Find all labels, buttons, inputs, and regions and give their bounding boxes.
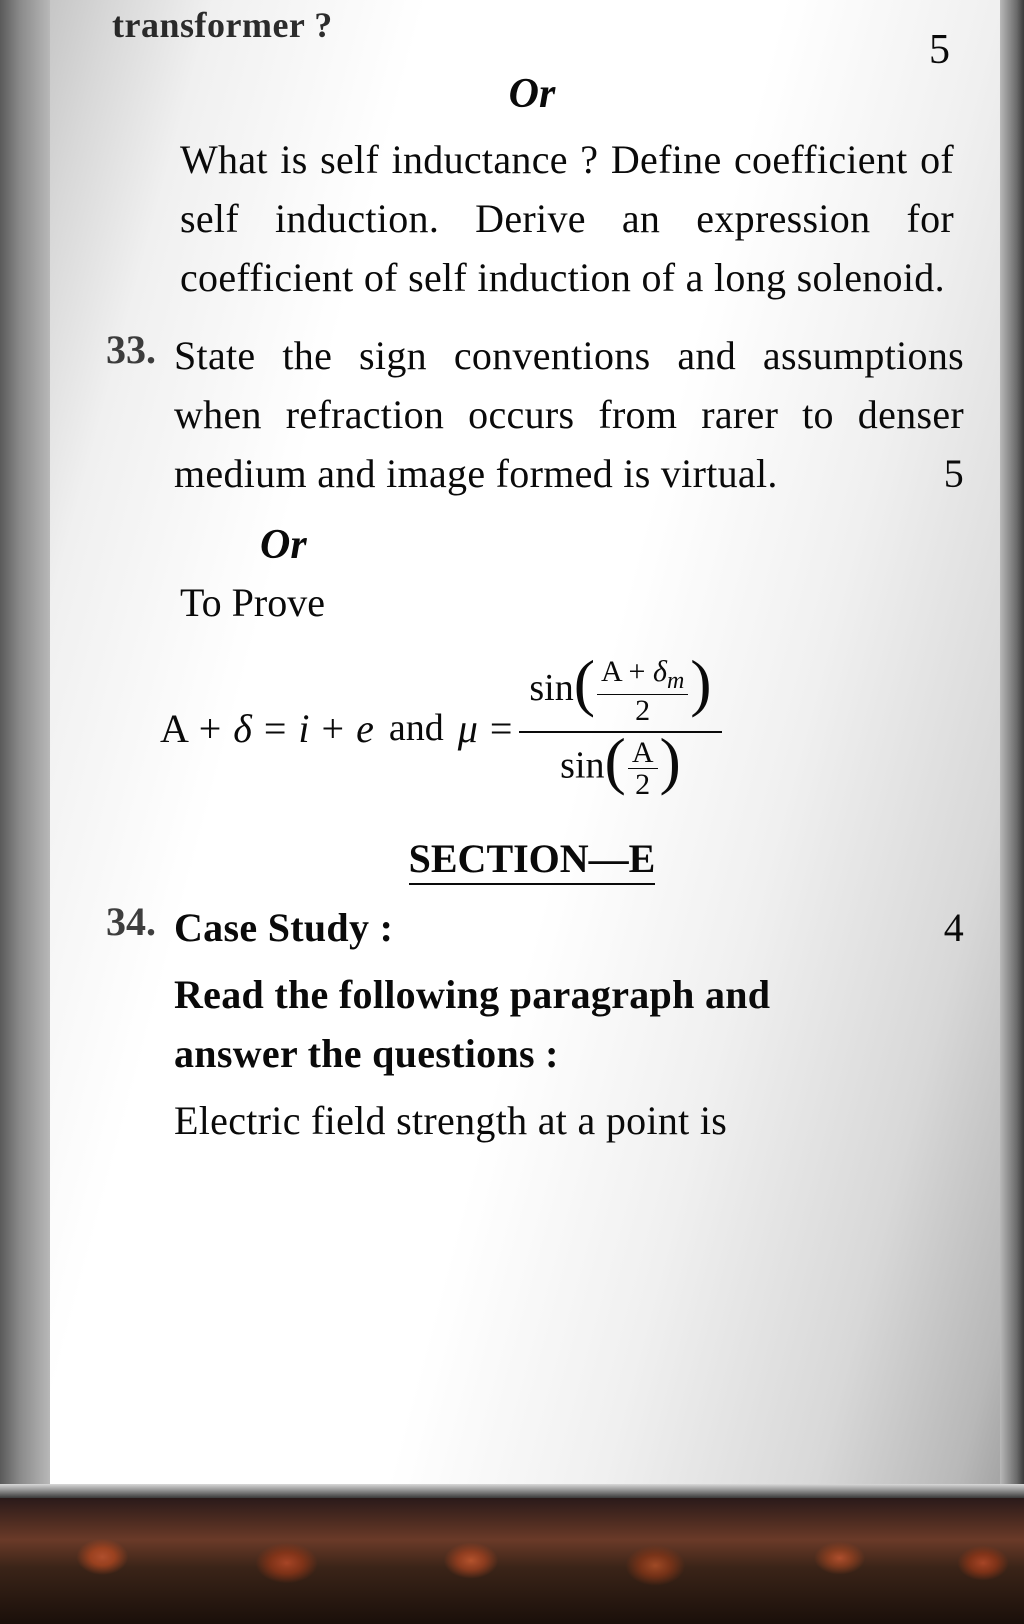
eq-deltam: δ <box>653 655 667 688</box>
q34-instr2: answer the questions : <box>174 1024 964 1083</box>
eq-numerator: sin( A + δm 2 ) <box>519 652 721 733</box>
q33-body: State the sign conventions and assumptio… <box>174 326 964 504</box>
eq-eq1: = <box>253 706 299 751</box>
q33-row: 33. State the sign conventions and assum… <box>100 326 964 504</box>
q33-text: State the sign conventions and assumptio… <box>174 333 964 496</box>
eq-and: and <box>389 706 444 750</box>
q34-marks: 4 <box>944 898 964 957</box>
lparen-bot: ( <box>605 725 626 796</box>
eq-inner-frac-bot: A 2 <box>628 737 658 801</box>
eq-sin-top: sin <box>529 667 573 709</box>
eq-eq2: = <box>479 706 514 751</box>
eq-lhs: A + δ = i + e <box>160 705 375 752</box>
or-separator-2: Or <box>260 521 964 569</box>
cloth-pattern <box>0 1502 1024 1624</box>
eq-plus2: + <box>311 706 357 751</box>
section-e-heading: SECTION—E <box>100 835 964 882</box>
rparen-top: ) <box>690 647 711 718</box>
q32-alternative-text: What is self inductance ? Define coeffic… <box>180 130 954 308</box>
rparen-bot: ) <box>660 725 681 796</box>
section-e-text: SECTION—E <box>409 836 656 885</box>
q34-text: Electric field strength at a point is <box>174 1091 964 1150</box>
eq-delta1: δ <box>233 706 253 751</box>
q34-body: Case Study : 4 Read the following paragr… <box>174 898 964 1151</box>
exam-page: transformer ? 5 Or What is self inductan… <box>0 0 1024 1500</box>
eq-sin-bot: sin <box>560 745 604 787</box>
eq-i: i <box>298 706 310 751</box>
top-marks: 5 <box>929 26 950 74</box>
eq-A1: A <box>160 706 188 751</box>
eq-mu: μ = <box>458 705 514 752</box>
or-separator-1: Or <box>100 70 964 118</box>
eq-denominator: sin( A 2 ) <box>550 733 691 805</box>
eq-top-n: A + δm <box>597 656 688 695</box>
eq-inner-frac-top: A + δm 2 <box>597 656 688 727</box>
eq-e: e <box>356 706 375 751</box>
eq-bot-n: A <box>628 737 658 770</box>
eq-sub-m: m <box>667 668 684 694</box>
eq-plus1: + <box>188 706 234 751</box>
table-cloth-edge <box>0 1484 1024 1624</box>
eq-top-d: 2 <box>631 695 654 727</box>
eq-mu-sym: μ <box>458 706 479 751</box>
q34-instr1: Read the following paragraph and <box>174 965 964 1024</box>
spacer <box>174 957 964 965</box>
eq-main-fraction: sin( A + δm 2 ) sin( A 2 ) <box>519 652 721 805</box>
q34-number: 34. <box>100 898 156 1151</box>
eq-A-num: A + <box>601 655 653 688</box>
to-prove-label: To Prove <box>180 579 964 626</box>
q33-number: 33. <box>100 326 156 504</box>
cutoff-prev-line: transformer ? <box>100 0 964 46</box>
q33-marks: 5 <box>944 444 964 503</box>
prism-equation: A + δ = i + e and μ = sin( A + δm 2 ) si… <box>160 652 954 805</box>
q34-row: 34. Case Study : 4 Read the following pa… <box>100 898 964 1151</box>
eq-bot-d: 2 <box>631 769 654 801</box>
q34-case-study-label: Case Study : <box>174 905 393 950</box>
lparen-top: ( <box>574 647 595 718</box>
